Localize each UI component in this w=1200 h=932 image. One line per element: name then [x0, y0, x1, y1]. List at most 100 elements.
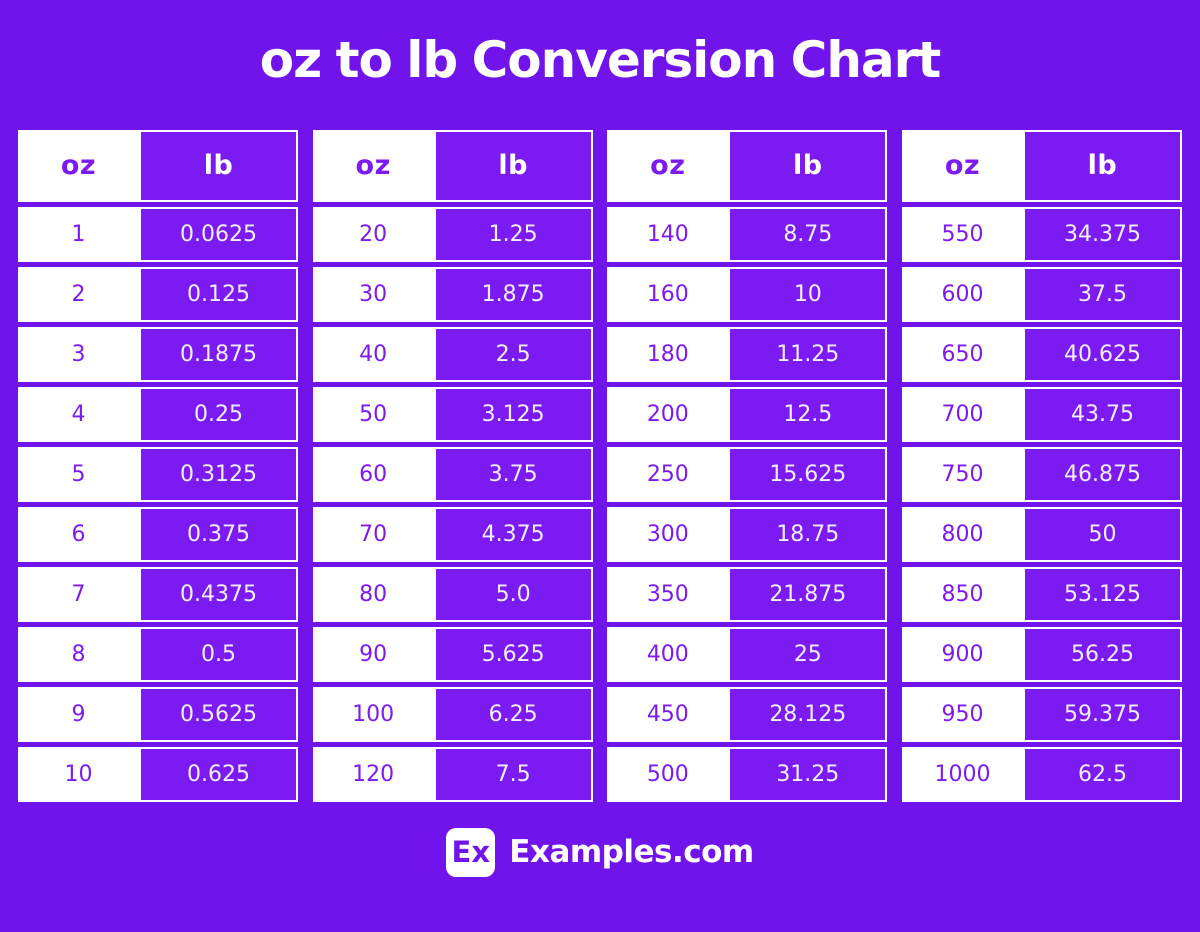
oz-cell: 400 [607, 626, 729, 682]
lb-cell: 53.125 [1022, 566, 1182, 622]
oz-cell: 20 [312, 206, 434, 262]
oz-column: oz 550 600 650 700 750 800 850 900 950 1000 [901, 129, 1023, 802]
lb-cell: 34.375 [1022, 206, 1182, 262]
oz-cell: 500 [607, 746, 729, 802]
oz-cell: 4 [18, 386, 139, 442]
lb-header-cell: lb [433, 129, 593, 202]
oz-cell: 750 [901, 446, 1023, 502]
oz-column: oz 1 2 3 4 5 6 7 8 9 10 [18, 129, 139, 802]
lb-cell: 0.5 [139, 626, 298, 682]
oz-cell: 90 [312, 626, 434, 682]
oz-cell: 3 [18, 326, 139, 382]
lb-header-cell: lb [728, 129, 888, 202]
lb-cell: 40.625 [1022, 326, 1182, 382]
oz-cell: 100 [312, 686, 434, 742]
oz-cell: 2 [18, 266, 139, 322]
page-background: { "title": "oz to lb Conversion Chart", … [0, 31, 1200, 932]
oz-column: oz 140 160 180 200 250 300 350 400 450 500 [607, 129, 729, 802]
oz-cell: 350 [607, 566, 729, 622]
oz-cell: 850 [901, 566, 1023, 622]
oz-cell: 70 [312, 506, 434, 562]
lb-cell: 4.375 [433, 506, 593, 562]
lb-cell: 10 [728, 266, 888, 322]
oz-cell: 650 [901, 326, 1023, 382]
lb-column: lb 34.375 37.5 40.625 43.75 46.875 50 53.125 56.… [1022, 129, 1182, 802]
lb-cell: 3.75 [433, 446, 593, 502]
lb-column: lb 8.75 10 11.25 12.5 15.625 18.75 21.875 25 28.1… [728, 129, 888, 802]
lb-column: lb 0.0625 0.125 0.1875 0.25 0.3125 0.375 0.4375… [139, 129, 298, 802]
lb-cell: 1.875 [433, 266, 593, 322]
lb-cell: 62.5 [1022, 746, 1182, 802]
lb-cell: 15.625 [728, 446, 888, 502]
conversion-table: oz 550 600 650 700 750 800 850 900 950 1000 lb 34.37… [901, 129, 1182, 802]
lb-cell: 25 [728, 626, 888, 682]
oz-cell: 800 [901, 506, 1023, 562]
lb-cell: 0.125 [139, 266, 298, 322]
oz-cell: 5 [18, 446, 139, 502]
oz-cell: 950 [901, 686, 1023, 742]
oz-cell: 160 [607, 266, 729, 322]
lb-cell: 31.25 [728, 746, 888, 802]
lb-cell: 21.875 [728, 566, 888, 622]
conversion-table: oz 20 30 40 50 60 70 80 90 100 120 lb 1.25 1.875 2.5 3.… [312, 129, 593, 802]
oz-cell: 180 [607, 326, 729, 382]
lb-cell: 59.375 [1022, 686, 1182, 742]
oz-cell: 300 [607, 506, 729, 562]
oz-cell: 250 [607, 446, 729, 502]
lb-cell: 2.5 [433, 326, 593, 382]
oz-header-cell: oz [607, 129, 729, 202]
oz-cell: 30 [312, 266, 434, 322]
page-title: oz to lb Conversion Chart [259, 31, 942, 89]
lb-column: lb 1.25 1.875 2.5 3.125 3.75 4.375 5.0 5.625 6.25… [433, 129, 593, 802]
oz-cell: 60 [312, 446, 434, 502]
oz-cell: 1 [18, 206, 139, 262]
lb-cell: 1.25 [433, 206, 593, 262]
lb-cell: 46.875 [1022, 446, 1182, 502]
oz-cell: 40 [312, 326, 434, 382]
lb-cell: 0.0625 [139, 206, 298, 262]
oz-cell: 700 [901, 386, 1023, 442]
oz-cell: 550 [901, 206, 1023, 262]
lb-cell: 5.0 [433, 566, 593, 622]
oz-cell: 140 [607, 206, 729, 262]
lb-cell: 0.625 [139, 746, 298, 802]
oz-cell: 600 [901, 266, 1023, 322]
oz-cell: 900 [901, 626, 1023, 682]
lb-header-cell: lb [139, 129, 298, 202]
oz-cell: 50 [312, 386, 434, 442]
oz-cell: 8 [18, 626, 139, 682]
lb-cell: 37.5 [1022, 266, 1182, 322]
lb-cell: 28.125 [728, 686, 888, 742]
lb-cell: 11.25 [728, 326, 888, 382]
lb-cell: 12.5 [728, 386, 888, 442]
conversion-table: oz 140 160 180 200 250 300 350 400 450 500 lb 8.75 10… [607, 129, 888, 802]
oz-header-cell: oz [312, 129, 434, 202]
oz-cell: 1000 [901, 746, 1023, 802]
oz-header-cell: oz [901, 129, 1023, 202]
tables-row: oz 1 2 3 4 5 6 7 8 9 10 lb 0.0625 0.125 0.1875 0.25 0.31… [0, 129, 1200, 802]
oz-cell: 200 [607, 386, 729, 442]
lb-cell: 6.25 [433, 686, 593, 742]
lb-cell: 18.75 [728, 506, 888, 562]
lb-cell: 0.25 [139, 386, 298, 442]
examples-logo-icon: Ex [446, 827, 496, 877]
lb-cell: 43.75 [1022, 386, 1182, 442]
lb-cell: 0.5625 [139, 686, 298, 742]
conversion-table: oz 1 2 3 4 5 6 7 8 9 10 lb 0.0625 0.125 0.1875 0.25 0.31… [18, 129, 298, 802]
oz-cell: 450 [607, 686, 729, 742]
oz-cell: 80 [312, 566, 434, 622]
lb-cell: 8.75 [728, 206, 888, 262]
footer-brand: Ex Examples.com [0, 827, 1200, 877]
lb-cell: 5.625 [433, 626, 593, 682]
oz-cell: 10 [18, 746, 139, 802]
lb-cell: 0.4375 [139, 566, 298, 622]
oz-cell: 120 [312, 746, 434, 802]
lb-cell: 3.125 [433, 386, 593, 442]
oz-cell: 6 [18, 506, 139, 562]
oz-column: oz 20 30 40 50 60 70 80 90 100 120 [312, 129, 434, 802]
lb-cell: 0.1875 [139, 326, 298, 382]
lb-cell: 0.3125 [139, 446, 298, 502]
oz-cell: 7 [18, 566, 139, 622]
lb-cell: 7.5 [433, 746, 593, 802]
lb-cell: 56.25 [1022, 626, 1182, 682]
